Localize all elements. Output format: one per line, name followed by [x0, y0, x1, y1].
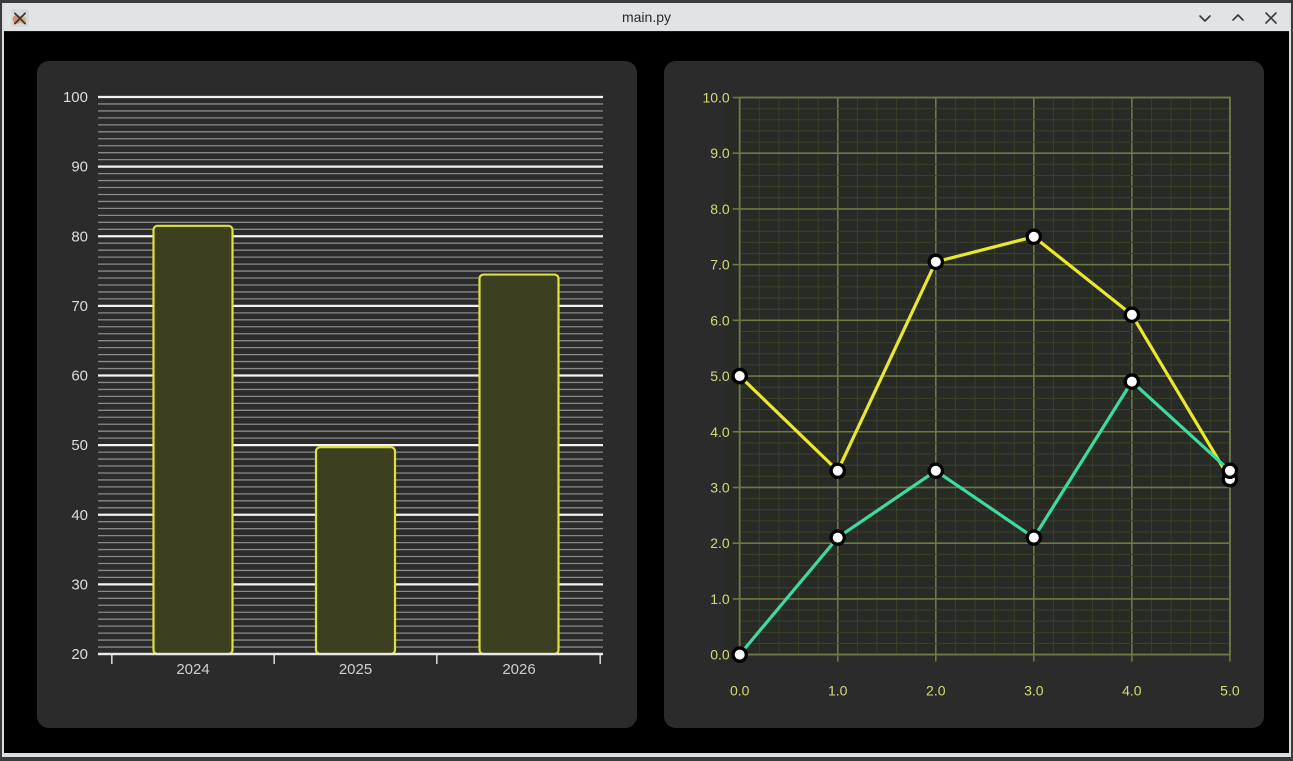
svg-text:70: 70 [71, 298, 88, 315]
svg-text:8.0: 8.0 [710, 201, 730, 217]
svg-text:7.0: 7.0 [710, 257, 730, 273]
svg-text:80: 80 [71, 228, 88, 245]
svg-text:90: 90 [71, 159, 88, 176]
svg-text:3.0: 3.0 [710, 479, 730, 495]
svg-text:4.0: 4.0 [1122, 683, 1142, 699]
svg-text:2025: 2025 [339, 661, 372, 678]
svg-text:5.0: 5.0 [1220, 683, 1240, 699]
svg-text:3.0: 3.0 [1024, 683, 1044, 699]
svg-text:100: 100 [63, 89, 88, 106]
svg-text:4.0: 4.0 [710, 424, 730, 440]
svg-text:1.0: 1.0 [710, 591, 730, 607]
svg-text:1.0: 1.0 [828, 683, 848, 699]
svg-text:60: 60 [71, 368, 88, 385]
svg-text:2026: 2026 [502, 661, 535, 678]
svg-text:0.0: 0.0 [710, 647, 730, 663]
svg-text:30: 30 [71, 576, 88, 593]
svg-text:2.0: 2.0 [710, 535, 730, 551]
svg-text:10.0: 10.0 [702, 90, 729, 106]
svg-text:50: 50 [71, 437, 88, 454]
svg-text:40: 40 [71, 507, 88, 524]
svg-text:20: 20 [71, 646, 88, 663]
svg-text:6.0: 6.0 [710, 312, 730, 328]
svg-text:2.0: 2.0 [926, 683, 946, 699]
svg-text:9.0: 9.0 [710, 145, 730, 161]
svg-text:5.0: 5.0 [710, 368, 730, 384]
svg-text:2024: 2024 [176, 661, 209, 678]
svg-text:0.0: 0.0 [730, 683, 750, 699]
